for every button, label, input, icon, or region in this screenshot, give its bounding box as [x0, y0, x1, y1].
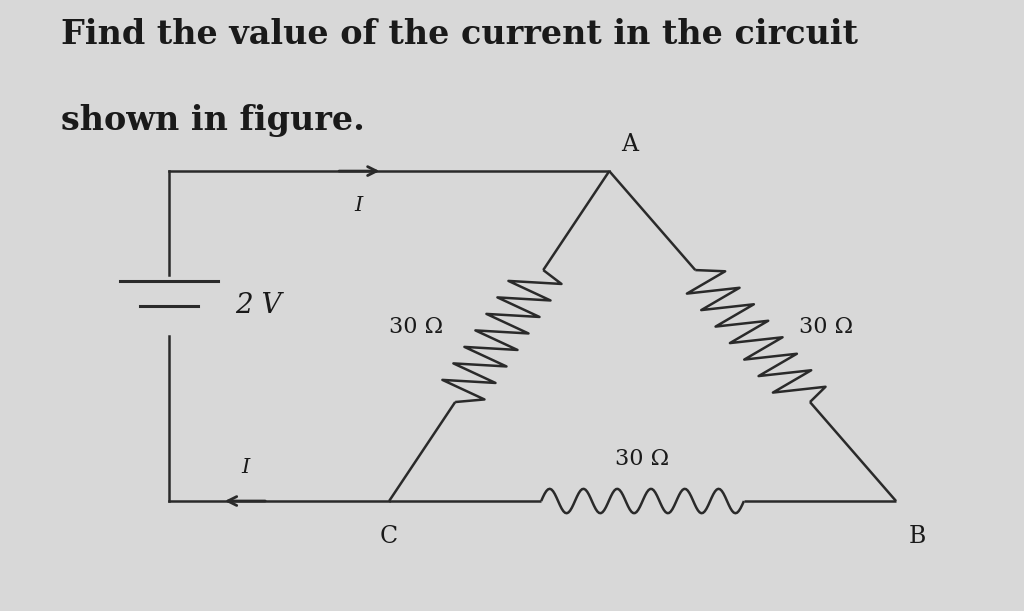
Text: C: C [380, 525, 398, 549]
Text: 30 Ω: 30 Ω [389, 316, 442, 338]
Text: I: I [354, 196, 362, 214]
Text: 2 V: 2 V [236, 292, 282, 319]
Text: 30 Ω: 30 Ω [799, 316, 853, 338]
Text: 30 Ω: 30 Ω [615, 448, 670, 470]
Text: Find the value of the current in the circuit: Find the value of the current in the cir… [61, 18, 858, 51]
Text: B: B [908, 525, 926, 549]
Text: A: A [622, 133, 639, 156]
Text: I: I [242, 458, 250, 477]
Text: shown in figure.: shown in figure. [61, 104, 366, 137]
